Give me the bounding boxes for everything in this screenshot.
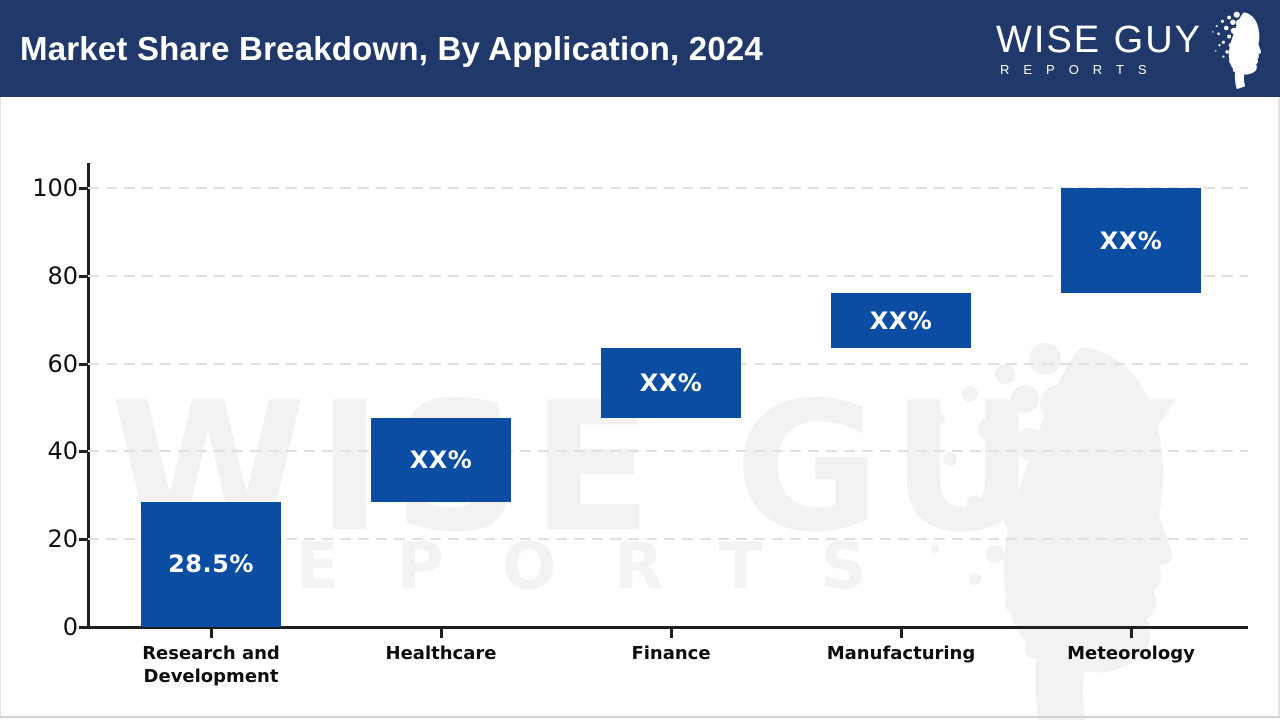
- y-axis-line: [87, 163, 90, 627]
- page-border-bottom: [0, 716, 1280, 718]
- brand-face-icon: [1212, 11, 1262, 89]
- chart-canvas: WISE GUY REPORTS 0 20 40 60 80 100 28.5% Resear…: [0, 97, 1280, 720]
- y-axis-tick-label: 60: [47, 349, 78, 378]
- y-axis-tick: [79, 187, 87, 190]
- brand-logo: WISE GUY REPORTS: [996, 7, 1274, 91]
- y-axis-tick: [79, 450, 87, 454]
- x-axis-tick: [670, 629, 673, 638]
- bar-value-label: XX%: [869, 306, 933, 335]
- waterfall-chart: 0 20 40 60 80 100 28.5% Research and Developmen…: [0, 97, 1280, 720]
- y-axis-tick-label: 20: [47, 525, 78, 554]
- x-axis-category-label: Finance: [631, 643, 711, 664]
- bar-value-label: XX%: [409, 446, 473, 475]
- bar-segment: XX%: [371, 418, 511, 502]
- bar-segment: XX%: [831, 293, 971, 349]
- brand-text: WISE GUY REPORTS: [996, 21, 1202, 77]
- y-axis-tick-label: 100: [32, 174, 78, 202]
- bar-value-label: 28.5%: [168, 550, 254, 579]
- y-axis-tick: [79, 362, 87, 366]
- x-axis-tick: [440, 629, 443, 638]
- x-axis-tick: [900, 629, 903, 638]
- bar-value-label: XX%: [1099, 226, 1163, 255]
- brand-name: WISE GUY: [995, 18, 1202, 61]
- x-axis-category-label: Manufacturing: [826, 643, 976, 664]
- page-border-right: [1278, 97, 1280, 717]
- y-axis-tick: [79, 538, 87, 542]
- y-axis-tick: [79, 626, 87, 629]
- x-axis-category-label: Research and Development: [142, 643, 280, 688]
- y-axis-tick-label: 0: [62, 613, 78, 641]
- page-title: Market Share Breakdown, By Application, …: [20, 29, 763, 67]
- page-border-left: [0, 97, 1, 717]
- bar-segment: XX%: [1061, 188, 1201, 294]
- x-axis-tick: [1130, 629, 1133, 638]
- x-axis-category-label: Healthcare: [385, 643, 497, 664]
- gridline: [88, 450, 1248, 453]
- y-axis-tick-label: 80: [47, 261, 78, 290]
- bar-value-label: XX%: [639, 369, 703, 398]
- watermark-subtext: REPORTS: [188, 530, 925, 604]
- gridline: [88, 274, 1248, 277]
- y-axis-tick-label: 40: [47, 437, 78, 466]
- x-axis-tick: [210, 629, 213, 638]
- x-axis-line: [87, 626, 1248, 629]
- gridline: [88, 187, 1248, 189]
- x-axis-category-label: Meteorology: [1067, 643, 1195, 664]
- gridline: [88, 538, 1248, 541]
- header: Market Share Breakdown, By Application, …: [0, 0, 1280, 97]
- bar-segment: 28.5%: [141, 501, 281, 627]
- bar-segment: XX%: [601, 348, 741, 419]
- y-axis-tick: [79, 274, 87, 278]
- brand-subtitle: REPORTS: [999, 61, 1161, 77]
